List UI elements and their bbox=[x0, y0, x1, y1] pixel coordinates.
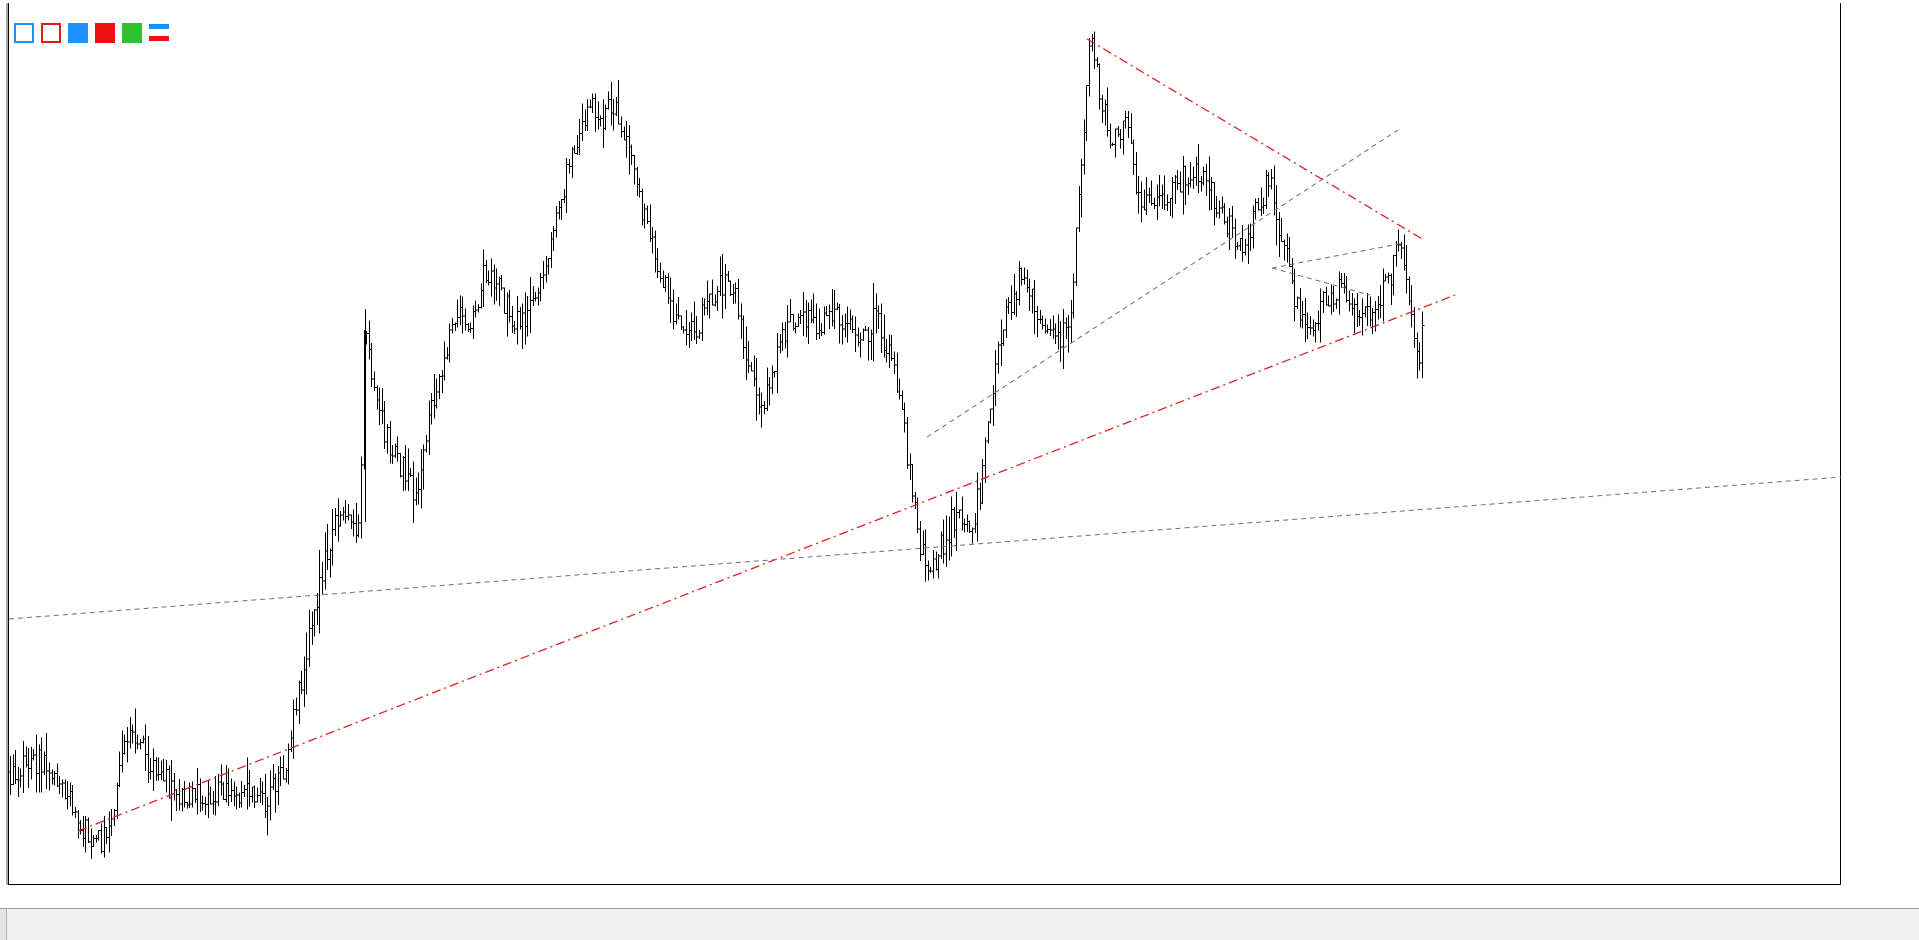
left-axis-line bbox=[6, 3, 8, 885]
tab-bar-grip[interactable] bbox=[0, 909, 7, 940]
left-axis-line-inner bbox=[8, 3, 9, 885]
right-axis-line bbox=[1840, 3, 1841, 885]
split-blue-red-icon[interactable] bbox=[149, 23, 169, 43]
fill-blue-icon[interactable] bbox=[68, 23, 88, 43]
chart-canvas[interactable] bbox=[0, 0, 1919, 908]
small-wedge-gray bbox=[1271, 242, 1405, 269]
small-wedge-gray-lower bbox=[1271, 267, 1371, 296]
chart-header bbox=[10, 2, 15, 17]
long-ascending-gray bbox=[8, 476, 1842, 620]
fill-green-icon[interactable] bbox=[122, 23, 142, 43]
candle-chart-outline-red-icon[interactable] bbox=[41, 23, 61, 43]
tab-scroll-controls[interactable] bbox=[1889, 909, 1919, 940]
ascending-support-gray bbox=[926, 129, 1399, 438]
price-series-overlay bbox=[8, 31, 1842, 860]
time-scale[interactable] bbox=[0, 886, 1841, 908]
bottom-axis-line bbox=[8, 884, 1841, 885]
ohlc-bars bbox=[8, 31, 1425, 860]
fill-red-icon[interactable] bbox=[95, 23, 115, 43]
chart-tab-bar[interactable] bbox=[0, 908, 1919, 940]
chart-type-swatch-bar[interactable] bbox=[14, 23, 169, 43]
price-scale[interactable] bbox=[1841, 0, 1919, 908]
lower-ascending-red bbox=[77, 294, 1456, 832]
bar-chart-outline-blue-icon[interactable] bbox=[14, 23, 34, 43]
upper-descending-red bbox=[1086, 38, 1425, 241]
